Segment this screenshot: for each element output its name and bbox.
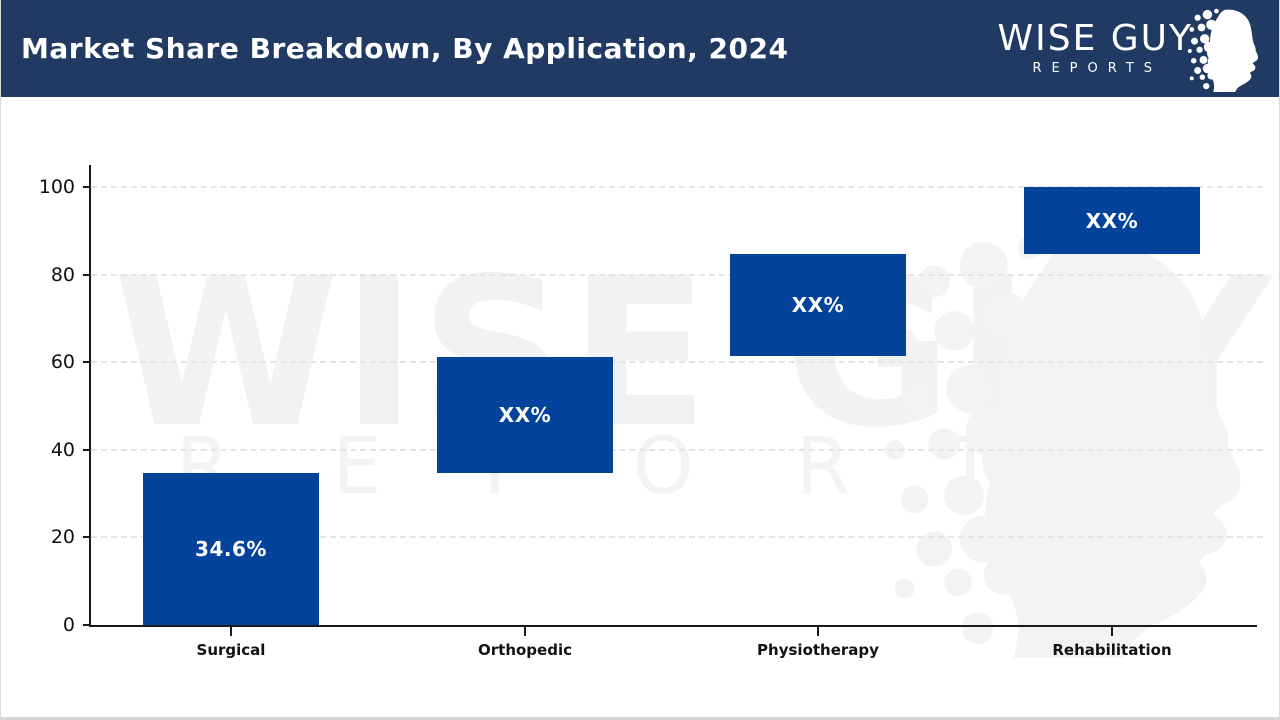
bar-rehabilitation: XX%	[1024, 187, 1200, 254]
x-tick-0	[230, 627, 232, 636]
y-tick-label-0: 0	[62, 614, 75, 636]
header-bar: Market Share Breakdown, By Application, …	[1, 0, 1280, 97]
y-tick-label-20: 20	[50, 526, 75, 549]
y-tick-label-60: 60	[50, 351, 75, 374]
x-tick-2	[817, 627, 819, 636]
y-tick-label-100: 100	[38, 176, 75, 198]
x-axis-label-rehabilitation: Rehabilitation	[1052, 641, 1172, 659]
x-axis-label-physiotherapy: Physiotherapy	[757, 641, 879, 659]
y-axis-line	[89, 165, 91, 627]
gridline-60	[91, 361, 1263, 364]
gridline-100	[91, 186, 1263, 188]
x-axis-label-surgical: Surgical	[196, 641, 266, 659]
bar-value-label: XX%	[1085, 208, 1139, 233]
bar-value-label: 34.6%	[195, 537, 267, 562]
bar-value-label: XX%	[498, 402, 552, 427]
brand-subname: REPORTS	[1032, 61, 1163, 76]
brand-logo: WISE GUY REPORTS	[998, 6, 1280, 92]
y-tick-label-40: 40	[50, 438, 75, 461]
bar-surgical: 34.6%	[143, 473, 319, 625]
y-tick-80	[83, 273, 91, 276]
gridline-40	[91, 448, 1263, 451]
y-tick-0	[83, 624, 91, 626]
gridline-80	[91, 273, 1263, 276]
x-tick-1	[524, 627, 526, 636]
bar-physiotherapy: XX%	[730, 254, 906, 357]
brand-logo-text: WISE GUY REPORTS	[997, 18, 1194, 77]
bar-orthopedic: XX%	[437, 356, 613, 474]
y-tick-label-80: 80	[50, 263, 75, 286]
y-tick-20	[83, 536, 91, 539]
x-axis-label-orthopedic: Orthopedic	[478, 641, 572, 659]
x-tick-3	[1111, 627, 1113, 636]
page-title: Market Share Breakdown, By Application, …	[21, 32, 789, 65]
brand-name: WISE GUY	[997, 18, 1193, 59]
y-tick-100	[83, 186, 91, 188]
y-tick-40	[83, 448, 91, 451]
bar-value-label: XX%	[791, 293, 845, 318]
x-axis-line	[89, 625, 1257, 627]
gridline-20	[91, 536, 1263, 539]
y-tick-60	[83, 361, 91, 364]
